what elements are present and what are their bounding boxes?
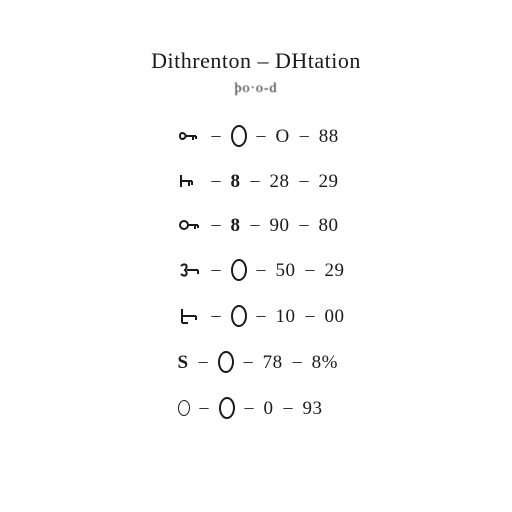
cipher-row: – 8 – 28 – 29	[178, 171, 339, 191]
dash-icon: –	[253, 306, 270, 324]
key-icon	[178, 306, 202, 326]
dash-icon: –	[280, 398, 297, 416]
seg: 10	[276, 307, 296, 326]
dash-icon: –	[247, 215, 264, 233]
key-icon	[178, 215, 202, 235]
dash-icon: –	[208, 126, 225, 144]
mid-glyph	[231, 125, 247, 147]
title-right: DHtation	[275, 48, 361, 73]
seg: 00	[325, 307, 345, 326]
dash-icon: –	[208, 306, 225, 324]
seg: 90	[270, 216, 290, 235]
dash-icon: –	[208, 260, 225, 278]
seg: 93	[303, 399, 323, 418]
cipher-row: – – 10 – 00	[178, 305, 345, 327]
seg: 29	[319, 172, 339, 191]
seg: 78	[263, 353, 283, 372]
seg: 0	[264, 399, 274, 418]
lead-glyph	[178, 400, 190, 416]
subtitle: þo⋅o-d	[234, 80, 277, 97]
seg: 50	[276, 261, 296, 280]
cipher-row: – 8 – 90 – 80	[178, 215, 339, 235]
dash-icon: –	[208, 215, 225, 233]
mid-glyph: 8	[231, 216, 241, 235]
title-sep: –	[251, 48, 275, 73]
seg: 29	[325, 261, 345, 280]
dash-icon: –	[253, 126, 270, 144]
dash-icon: –	[247, 171, 264, 189]
dash-icon: –	[195, 352, 212, 370]
mid-glyph: 8	[231, 172, 241, 191]
mid-glyph	[218, 351, 234, 373]
mid-glyph	[231, 259, 247, 281]
dash-icon: –	[289, 352, 306, 370]
dash-icon: –	[296, 126, 313, 144]
dash-icon: –	[253, 260, 270, 278]
dash-icon: –	[241, 398, 258, 416]
cipher-row: – – O – 88	[178, 125, 339, 147]
cipher-row: – – 50 – 29	[178, 259, 345, 281]
dash-icon: –	[302, 306, 319, 324]
key-icon	[178, 171, 202, 191]
mid-glyph	[219, 397, 235, 419]
title: Dithrenton – DHtation	[151, 48, 361, 74]
dash-icon: –	[208, 171, 225, 189]
seg: 28	[270, 172, 290, 191]
title-left: Dithrenton	[151, 48, 251, 73]
key-icon	[178, 260, 202, 280]
cipher-list: – – O – 88 – 8 – 28 – 29 – 8 – 90 – 80 –	[178, 125, 345, 419]
dash-icon: –	[240, 352, 257, 370]
dash-icon: –	[296, 215, 313, 233]
seg: 80	[319, 216, 339, 235]
cipher-row: – – 0 – 93	[178, 397, 323, 419]
lead-glyph: S	[178, 353, 189, 372]
dash-icon: –	[196, 398, 213, 416]
mid-glyph	[231, 305, 247, 327]
seg: 8%	[312, 353, 338, 372]
dash-icon: –	[302, 260, 319, 278]
seg: 88	[319, 127, 339, 146]
key-icon	[178, 126, 202, 146]
cipher-row: S – – 78 – 8%	[178, 351, 338, 373]
dash-icon: –	[296, 171, 313, 189]
seg: O	[276, 127, 290, 146]
